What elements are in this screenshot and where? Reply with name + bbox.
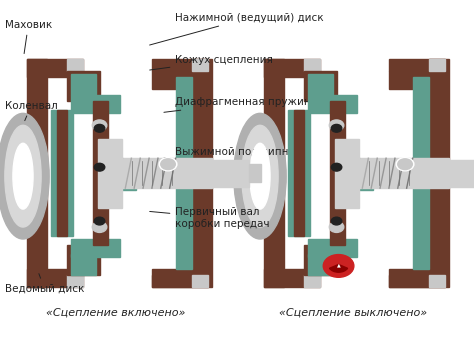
Bar [176,77,192,269]
Bar [51,111,73,236]
Bar [71,95,119,113]
Text: Коленвал: Коленвал [5,101,57,121]
Bar [304,245,337,275]
Bar [67,275,83,287]
Text: ▲: ▲ [337,262,340,267]
Circle shape [329,222,344,232]
Bar [429,59,449,287]
Bar [309,95,357,113]
Bar [152,71,192,89]
Text: Первичный вал
коробки передач: Первичный вал коробки передач [150,207,270,229]
Circle shape [94,124,105,132]
Circle shape [94,163,105,171]
Bar [192,59,209,71]
Bar [27,59,83,77]
Ellipse shape [13,143,33,209]
Ellipse shape [5,125,41,227]
Bar [309,254,333,275]
Bar [294,111,304,236]
Text: «Сцепление выключено»: «Сцепление выключено» [279,308,427,318]
Bar [71,254,95,275]
Bar [67,59,83,71]
Text: Выжимной подшипник: Выжимной подшипник [164,146,302,158]
Bar [309,74,333,95]
Circle shape [331,217,342,225]
Bar [67,245,100,275]
Circle shape [331,124,342,132]
Bar [335,139,359,208]
Bar [27,269,83,287]
Bar [304,71,337,101]
Bar [389,275,446,287]
Bar [330,101,345,245]
Text: Кожух сцепления: Кожух сцепления [150,55,273,70]
Circle shape [331,163,342,171]
Bar [71,239,119,257]
Bar [71,74,95,95]
Text: Нажимной (ведущий) диск: Нажимной (ведущий) диск [150,13,324,45]
Wedge shape [329,264,347,272]
Circle shape [94,217,105,225]
Ellipse shape [242,125,278,227]
Bar [248,164,261,182]
Bar [288,111,310,236]
Bar [449,160,474,187]
Bar [109,163,136,190]
Bar [27,59,47,287]
Text: «Сцепление включено»: «Сцепление включено» [46,308,185,318]
Bar [93,101,108,245]
Ellipse shape [250,143,270,209]
Text: Маховик: Маховик [5,20,52,54]
Bar [429,59,445,71]
Bar [304,59,320,71]
Bar [264,59,284,287]
Bar [264,269,320,287]
Circle shape [323,254,354,277]
Bar [309,239,357,257]
Bar [98,139,122,208]
Bar [212,160,248,187]
Bar [152,275,208,287]
Circle shape [92,222,107,232]
Ellipse shape [0,113,49,239]
Bar [389,59,446,71]
Bar [152,59,208,71]
Bar [346,163,373,190]
Bar [192,59,212,287]
Bar [345,158,449,188]
Bar [108,158,212,188]
Circle shape [329,120,344,131]
Circle shape [92,120,107,131]
Bar [264,59,320,77]
Circle shape [159,158,177,171]
Text: Ведомый диск: Ведомый диск [5,274,84,294]
Circle shape [398,159,412,170]
Bar [413,77,429,269]
Circle shape [161,159,175,170]
Bar [192,275,209,287]
Bar [429,275,445,287]
Ellipse shape [234,113,286,239]
Text: Диафрагменная пружина: Диафрагменная пружина [164,97,318,112]
Bar [389,269,429,287]
Bar [57,111,67,236]
Bar [67,71,100,101]
Bar [389,71,429,89]
Bar [152,269,192,287]
Circle shape [396,158,414,171]
Bar [304,275,320,287]
